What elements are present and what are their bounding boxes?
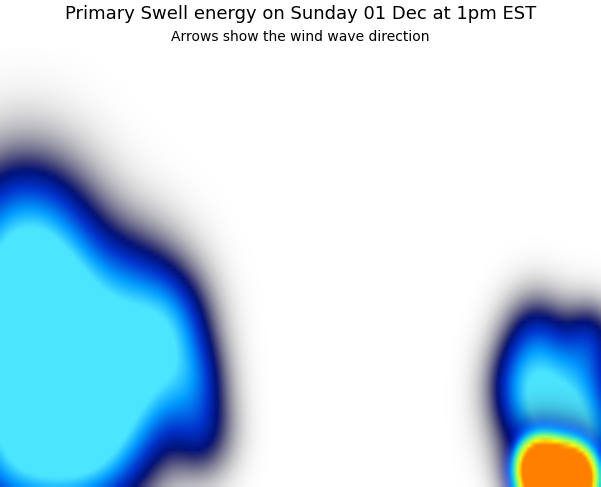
Text: Primary Swell energy on Sunday 01 Dec at 1pm EST: Primary Swell energy on Sunday 01 Dec at… — [65, 5, 536, 22]
Text: Arrows show the wind wave direction: Arrows show the wind wave direction — [171, 30, 430, 43]
